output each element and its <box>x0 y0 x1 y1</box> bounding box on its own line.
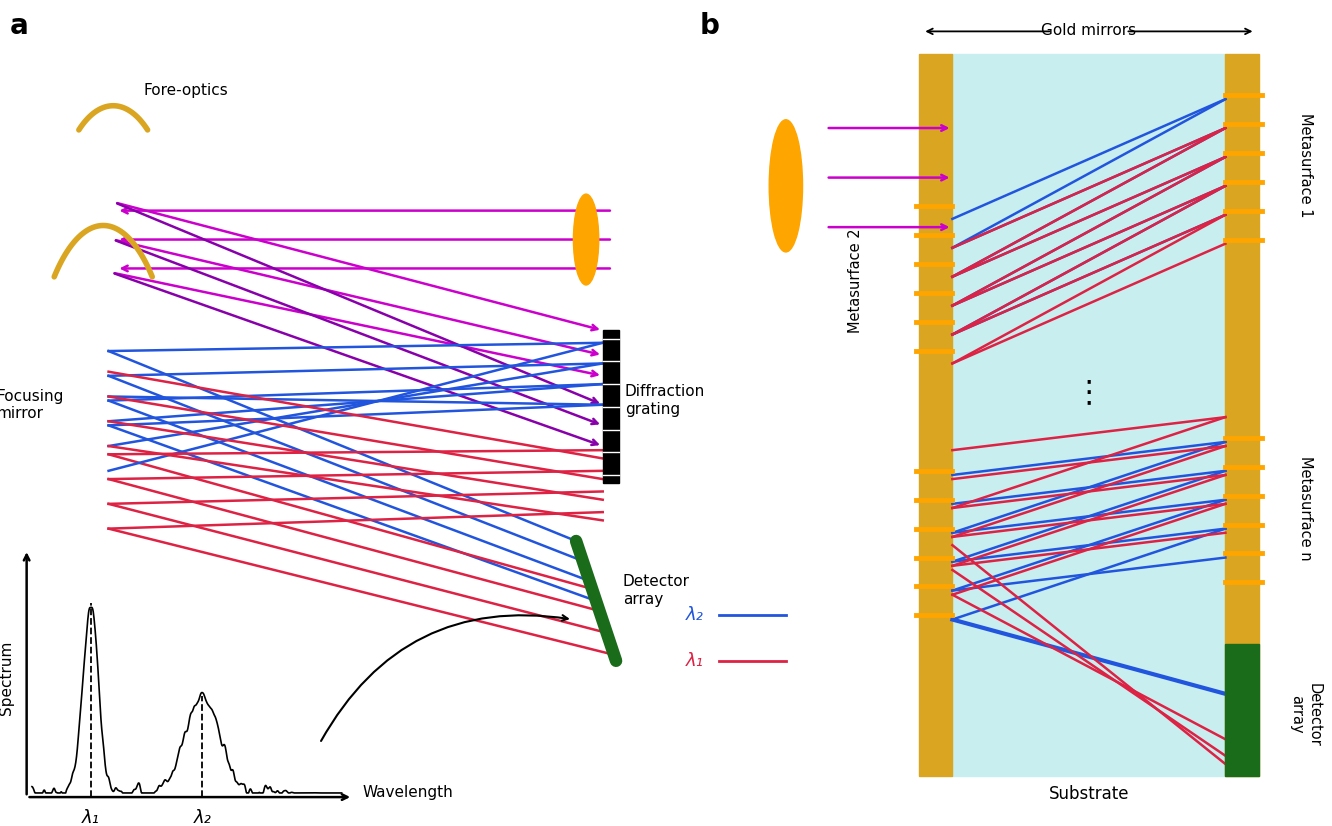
Ellipse shape <box>574 194 599 285</box>
Text: Detector
array: Detector array <box>1289 682 1321 747</box>
Text: Focusing
mirror: Focusing mirror <box>0 388 64 421</box>
Text: λ₂: λ₂ <box>193 809 212 826</box>
Text: λ₁: λ₁ <box>81 809 100 826</box>
Text: Spectrum: Spectrum <box>0 640 15 714</box>
Bar <box>919 54 952 776</box>
Text: Fore-optics: Fore-optics <box>144 83 228 97</box>
Text: a: a <box>11 12 29 40</box>
Text: Metasurface 1: Metasurface 1 <box>1297 113 1313 217</box>
Bar <box>603 330 619 483</box>
Text: Metasurface 2: Metasurface 2 <box>848 229 863 333</box>
Bar <box>1225 54 1259 776</box>
Text: Diffraction
grating: Diffraction grating <box>625 384 705 417</box>
Text: Detector
array: Detector array <box>623 574 690 607</box>
Text: λ₂: λ₂ <box>686 606 703 624</box>
Bar <box>1225 644 1259 776</box>
Text: λ₁: λ₁ <box>686 652 703 670</box>
Text: Gold mirrors: Gold mirrors <box>1042 23 1136 38</box>
Ellipse shape <box>770 120 802 252</box>
Text: b: b <box>699 12 719 40</box>
Text: Substrate: Substrate <box>1048 785 1130 803</box>
Text: Wavelength: Wavelength <box>364 786 454 800</box>
Text: Metasurface n: Metasurface n <box>1297 456 1313 560</box>
Text: ⋮: ⋮ <box>1074 377 1104 407</box>
Bar <box>952 54 1225 776</box>
